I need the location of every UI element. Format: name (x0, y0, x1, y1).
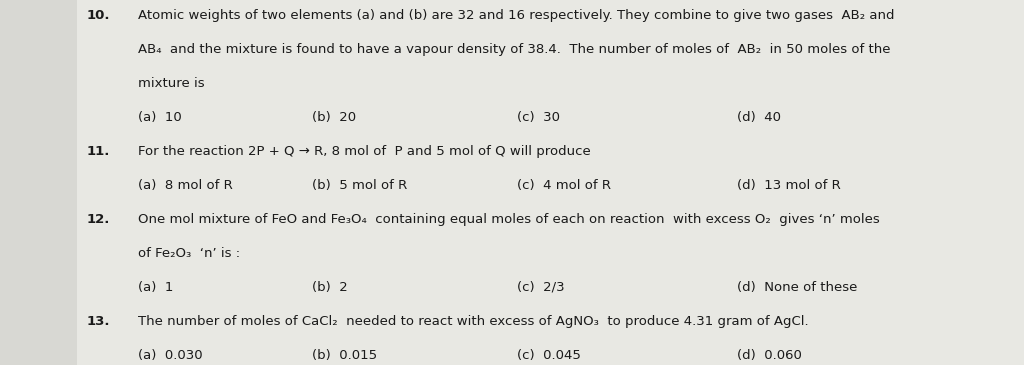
Text: (a)  10: (a) 10 (138, 111, 182, 124)
Text: (d)  None of these: (d) None of these (737, 281, 858, 294)
Text: (b)  2: (b) 2 (312, 281, 348, 294)
Text: One mol mixture of FeO and Fe₃O₄  containing equal moles of each on reaction  wi: One mol mixture of FeO and Fe₃O₄ contain… (138, 213, 880, 226)
Text: Atomic weights of two elements (a) and (b) are 32 and 16 respectively. They comb: Atomic weights of two elements (a) and (… (138, 9, 895, 22)
Text: 10.: 10. (87, 9, 111, 22)
Text: 11.: 11. (87, 145, 111, 158)
Text: (c)  4 mol of R: (c) 4 mol of R (517, 179, 611, 192)
Bar (0, 0, 77, 365)
Text: 13.: 13. (87, 315, 111, 328)
Text: The number of moles of CaCl₂  needed to react with excess of AgNO₃  to produce 4: The number of moles of CaCl₂ needed to r… (138, 315, 809, 328)
Text: (b)  5 mol of R: (b) 5 mol of R (312, 179, 408, 192)
Text: (b)  0.015: (b) 0.015 (312, 349, 378, 362)
Text: For the reaction 2P + Q → R, 8 mol of  P and 5 mol of Q will produce: For the reaction 2P + Q → R, 8 mol of P … (138, 145, 591, 158)
Text: (a)  0.030: (a) 0.030 (138, 349, 203, 362)
Text: (d)  13 mol of R: (d) 13 mol of R (737, 179, 841, 192)
Text: (a)  8 mol of R: (a) 8 mol of R (138, 179, 233, 192)
Text: (d)  0.060: (d) 0.060 (737, 349, 802, 362)
Text: (c)  2/3: (c) 2/3 (517, 281, 565, 294)
Text: of Fe₂O₃  ‘n’ is :: of Fe₂O₃ ‘n’ is : (138, 247, 241, 260)
Text: (c)  0.045: (c) 0.045 (517, 349, 581, 362)
Text: (b)  20: (b) 20 (312, 111, 356, 124)
Text: AB₄  and the mixture is found to have a vapour density of 38.4.  The number of m: AB₄ and the mixture is found to have a v… (138, 43, 891, 56)
Text: (d)  40: (d) 40 (737, 111, 781, 124)
Text: mixture is: mixture is (138, 77, 205, 90)
Text: (c)  30: (c) 30 (517, 111, 560, 124)
Text: (a)  1: (a) 1 (138, 281, 174, 294)
Text: 12.: 12. (87, 213, 111, 226)
